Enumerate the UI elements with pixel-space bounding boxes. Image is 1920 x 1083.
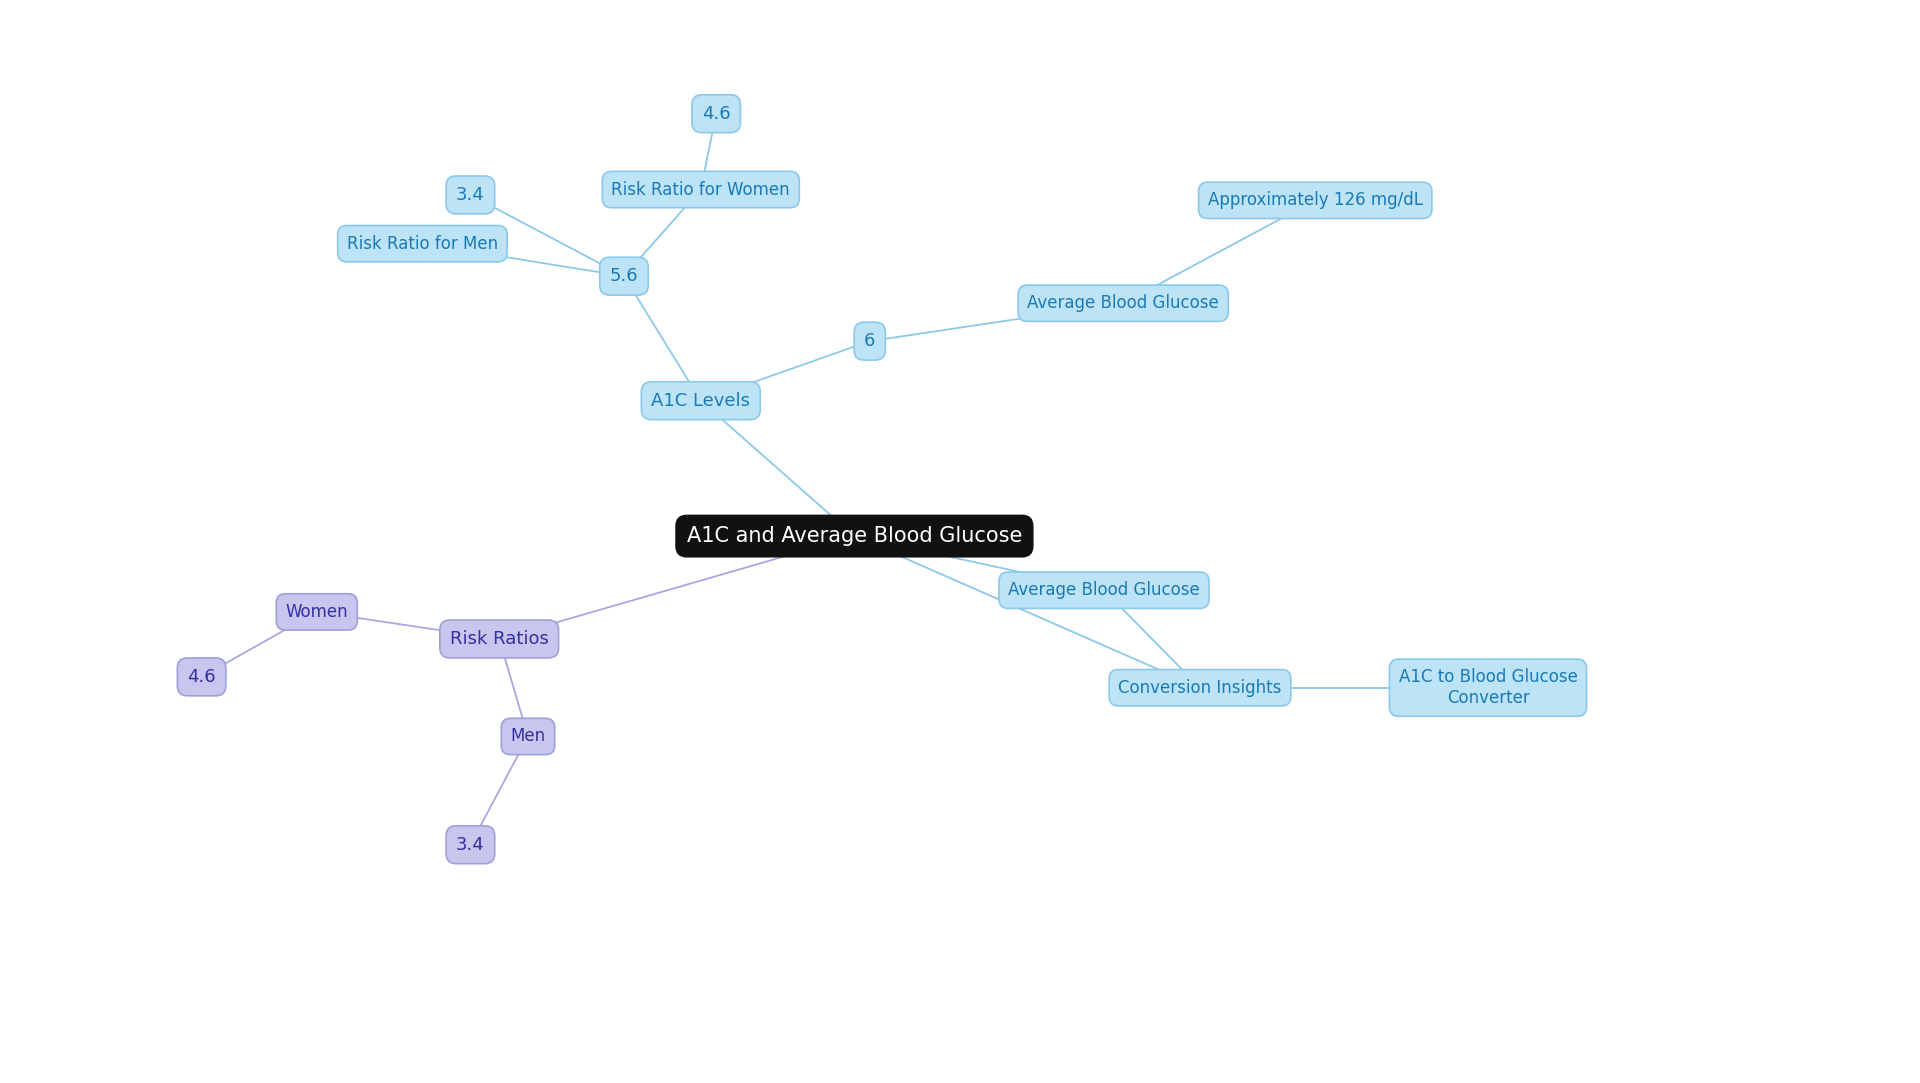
Text: Average Blood Glucose: Average Blood Glucose [1008, 582, 1200, 599]
Text: 5.6: 5.6 [611, 268, 637, 285]
Text: Risk Ratios: Risk Ratios [449, 630, 549, 648]
Text: Average Blood Glucose: Average Blood Glucose [1027, 295, 1219, 312]
Text: A1C Levels: A1C Levels [651, 392, 751, 409]
Text: 3.4: 3.4 [457, 186, 484, 204]
Text: 3.4: 3.4 [457, 836, 484, 853]
Text: Risk Ratio for Men: Risk Ratio for Men [348, 235, 497, 252]
Text: 4.6: 4.6 [188, 668, 215, 686]
Text: 6: 6 [864, 332, 876, 350]
Text: A1C and Average Blood Glucose: A1C and Average Blood Glucose [687, 526, 1021, 546]
Text: Approximately 126 mg/dL: Approximately 126 mg/dL [1208, 192, 1423, 209]
Text: 4.6: 4.6 [703, 105, 730, 122]
Text: Conversion Insights: Conversion Insights [1117, 679, 1283, 696]
Text: Risk Ratio for Women: Risk Ratio for Women [611, 181, 791, 198]
Text: A1C to Blood Glucose
Converter: A1C to Blood Glucose Converter [1398, 668, 1578, 707]
Text: Men: Men [511, 728, 545, 745]
Text: Women: Women [286, 603, 348, 621]
